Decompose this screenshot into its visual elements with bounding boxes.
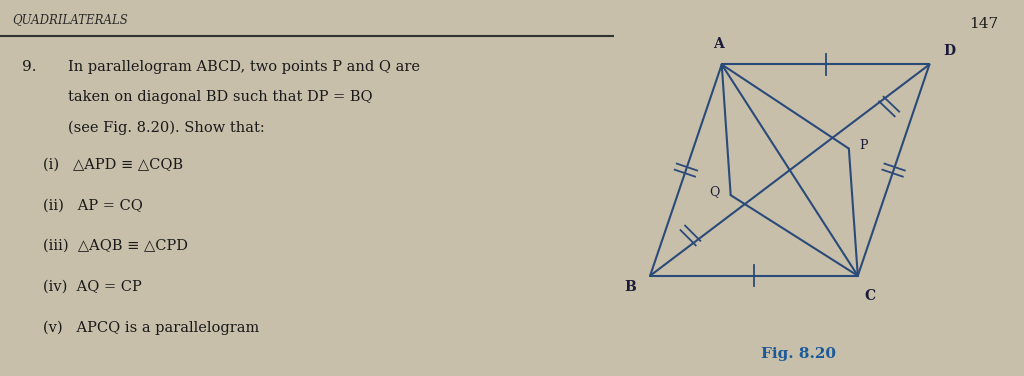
Text: In parallelogram ABCD, two points P and Q are: In parallelogram ABCD, two points P and … [68, 60, 420, 74]
Text: (iii)  △AQB ≡ △CPD: (iii) △AQB ≡ △CPD [43, 239, 188, 253]
Text: (iv)  AQ = CP: (iv) AQ = CP [43, 280, 141, 294]
Text: P: P [859, 138, 868, 152]
Text: B: B [625, 280, 637, 294]
Text: (see Fig. 8.20). Show that:: (see Fig. 8.20). Show that: [68, 120, 264, 135]
Text: taken on diagonal BD such that DP = BQ: taken on diagonal BD such that DP = BQ [68, 90, 372, 104]
Text: A: A [713, 37, 724, 51]
Text: D: D [943, 44, 955, 58]
Text: (v)   APCQ is a parallelogram: (v) APCQ is a parallelogram [43, 320, 259, 335]
Text: Fig. 8.20: Fig. 8.20 [761, 347, 837, 361]
Text: QUADRILATERALS: QUADRILATERALS [12, 13, 128, 26]
Text: (i)   △APD ≡ △CQB: (i) △APD ≡ △CQB [43, 158, 183, 172]
Text: 147: 147 [970, 17, 998, 31]
Text: 9.: 9. [22, 60, 36, 74]
Text: (ii)   AP = CQ: (ii) AP = CQ [43, 199, 143, 212]
Text: Q: Q [710, 185, 720, 198]
Text: C: C [864, 290, 876, 303]
